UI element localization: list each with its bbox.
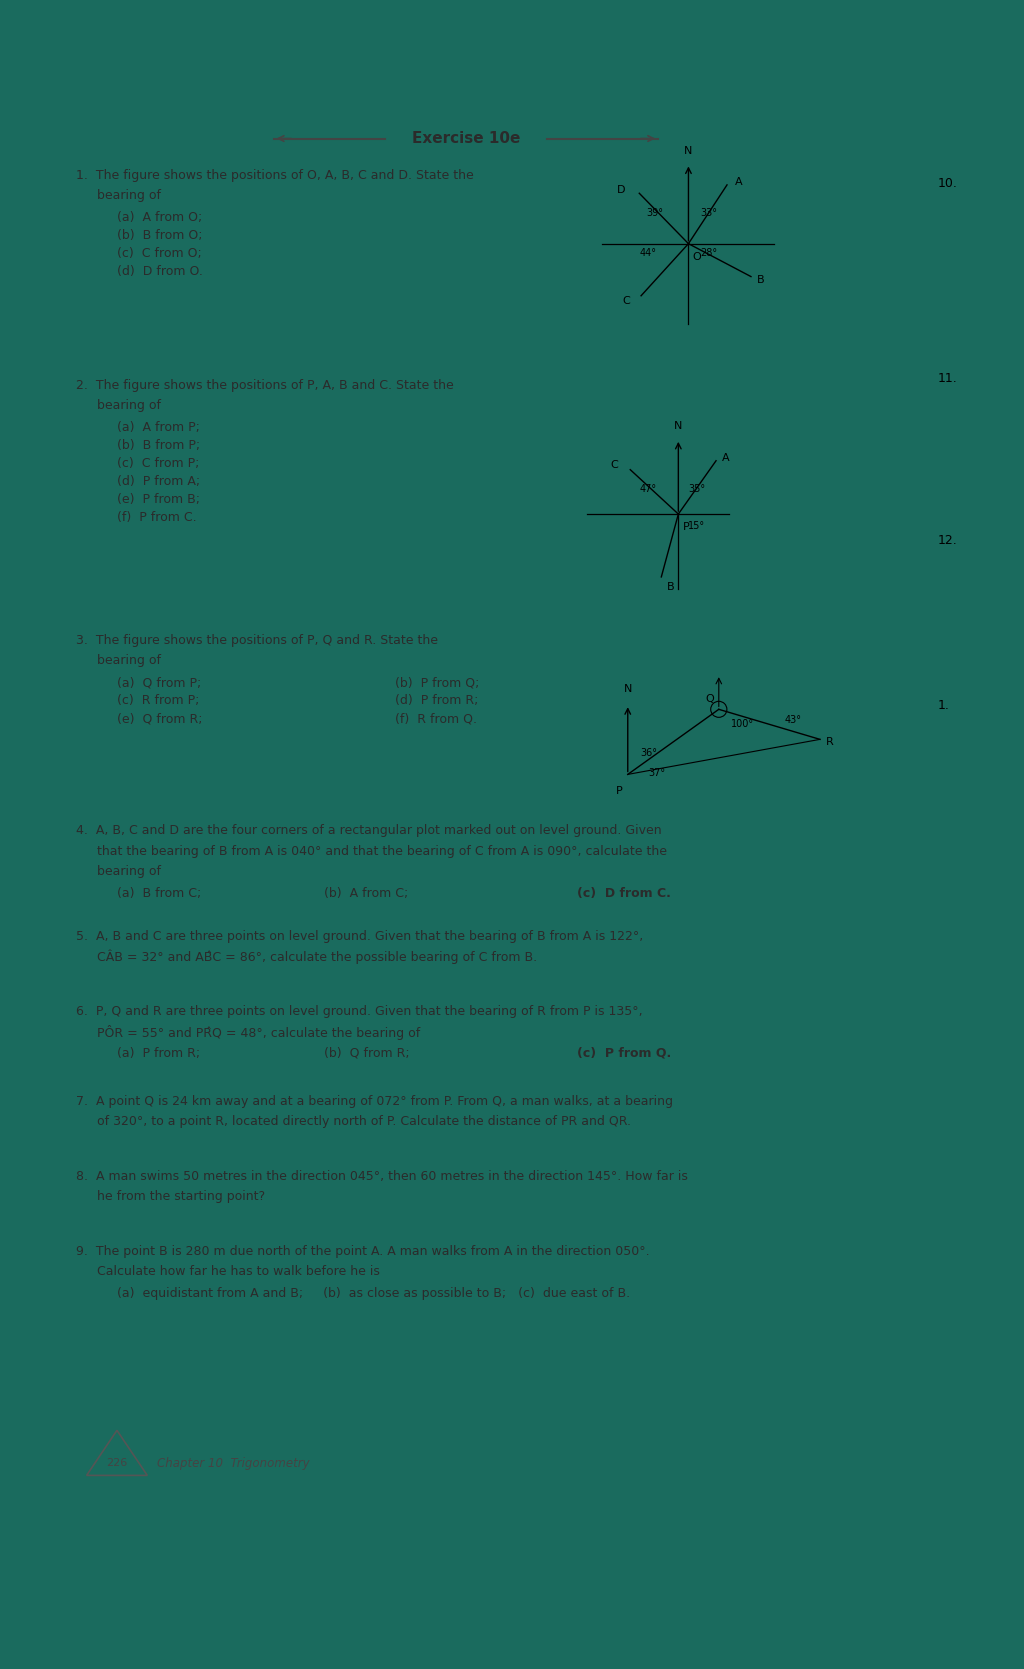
Text: 39°: 39° xyxy=(646,207,663,217)
Text: 5.  A, B and C are three points on level ground. Given that the bearing of B fro: 5. A, B and C are three points on level … xyxy=(77,930,644,943)
Text: (c)  C from P;: (c) C from P; xyxy=(117,457,200,471)
Text: (b)  Q from R;: (b) Q from R; xyxy=(325,1046,410,1060)
Text: 44°: 44° xyxy=(640,247,657,257)
Text: 33°: 33° xyxy=(700,207,718,217)
Text: Q: Q xyxy=(705,694,714,704)
Text: N: N xyxy=(684,145,692,155)
Text: (a)  B from C;: (a) B from C; xyxy=(117,886,201,900)
Text: bearing of: bearing of xyxy=(96,399,161,412)
Text: P: P xyxy=(616,786,623,796)
Text: (b)  P from Q;: (b) P from Q; xyxy=(395,676,479,689)
Text: N: N xyxy=(624,684,632,694)
Text: 6.  P, Q and R are three points on level ground. Given that the bearing of R fro: 6. P, Q and R are three points on level … xyxy=(77,1005,643,1018)
Text: he from the starting point?: he from the starting point? xyxy=(96,1190,265,1203)
Text: O: O xyxy=(692,252,701,262)
Text: (c)  C from O;: (c) C from O; xyxy=(117,247,202,260)
Text: C: C xyxy=(623,295,631,305)
Text: (e)  P from B;: (e) P from B; xyxy=(117,492,200,506)
Text: CÂB = 32° and AB̂C = 86°, calculate the possible bearing of C from B.: CÂB = 32° and AB̂C = 86°, calculate the … xyxy=(96,950,537,965)
Text: 28°: 28° xyxy=(700,247,718,257)
Text: (f)  P from C.: (f) P from C. xyxy=(117,511,197,524)
Text: (f)  R from Q.: (f) R from Q. xyxy=(395,713,477,726)
Text: 9.  The point B is 280 m due north of the point A. A man walks from A in the dir: 9. The point B is 280 m due north of the… xyxy=(77,1245,650,1258)
Text: Exercise 10e: Exercise 10e xyxy=(412,132,520,145)
Text: (a)  P from R;: (a) P from R; xyxy=(117,1046,200,1060)
Text: (b)  B from P;: (b) B from P; xyxy=(117,439,200,452)
Text: R: R xyxy=(826,738,834,748)
Text: (d)  D from O.: (d) D from O. xyxy=(117,265,203,277)
Text: (e)  Q from R;: (e) Q from R; xyxy=(117,713,203,726)
Text: 36°: 36° xyxy=(640,748,657,758)
Text: (d)  P from R;: (d) P from R; xyxy=(395,694,478,708)
Text: B: B xyxy=(757,275,765,285)
Text: bearing of: bearing of xyxy=(96,189,161,202)
Text: 12.: 12. xyxy=(938,534,957,547)
Text: 1.  The figure shows the positions of O, A, B, C and D. State the: 1. The figure shows the positions of O, … xyxy=(77,169,474,182)
Text: (b)  B from O;: (b) B from O; xyxy=(117,229,203,242)
Text: 11.: 11. xyxy=(938,372,957,386)
Text: of 320°, to a point R, located directly north of P. Calculate the distance of PR: of 320°, to a point R, located directly … xyxy=(96,1115,631,1128)
Text: that the bearing of B from A is 040° and that the bearing of C from A is 090°, c: that the bearing of B from A is 040° and… xyxy=(96,845,667,858)
Text: 4.  A, B, C and D are the four corners of a rectangular plot marked out on level: 4. A, B, C and D are the four corners of… xyxy=(77,824,663,838)
Text: 226: 226 xyxy=(106,1459,128,1469)
Text: B: B xyxy=(667,582,674,592)
Text: 2.  The figure shows the positions of P, A, B and C. State the: 2. The figure shows the positions of P, … xyxy=(77,379,455,392)
Text: A: A xyxy=(735,177,742,187)
Text: P: P xyxy=(682,522,689,532)
Text: (d)  P from A;: (d) P from A; xyxy=(117,476,200,487)
Text: (c)  R from P;: (c) R from P; xyxy=(117,694,200,708)
Text: D: D xyxy=(617,185,626,195)
Text: 8.  A man swims 50 metres in the direction 045°, then 60 metres in the direction: 8. A man swims 50 metres in the directio… xyxy=(77,1170,688,1183)
Text: 43°: 43° xyxy=(784,716,802,726)
Text: Calculate how far he has to walk before he is: Calculate how far he has to walk before … xyxy=(96,1265,380,1278)
Text: (b)  A from C;: (b) A from C; xyxy=(325,886,409,900)
Text: 35°: 35° xyxy=(688,484,706,494)
Text: 37°: 37° xyxy=(648,768,666,778)
Text: 47°: 47° xyxy=(640,484,657,494)
Text: 1.: 1. xyxy=(938,699,950,713)
Text: PÔR = 55° and PR̂Q = 48°, calculate the bearing of: PÔR = 55° and PR̂Q = 48°, calculate the … xyxy=(96,1025,420,1040)
Text: bearing of: bearing of xyxy=(96,865,161,878)
Text: N: N xyxy=(674,421,683,431)
Text: 100°: 100° xyxy=(731,719,754,729)
Text: (a)  Q from P;: (a) Q from P; xyxy=(117,676,201,689)
Text: (a)  A from P;: (a) A from P; xyxy=(117,421,200,434)
Text: (a)  A from O;: (a) A from O; xyxy=(117,210,202,224)
Text: (c)  D from C.: (c) D from C. xyxy=(578,886,671,900)
Text: Chapter 10  Trigonometry: Chapter 10 Trigonometry xyxy=(158,1457,310,1470)
Text: 15°: 15° xyxy=(688,521,706,531)
Text: (a)  equidistant from A and B;     (b)  as close as possible to B;   (c)  due ea: (a) equidistant from A and B; (b) as clo… xyxy=(117,1287,630,1300)
Text: 10.: 10. xyxy=(938,177,957,190)
Text: 3.  The figure shows the positions of P, Q and R. State the: 3. The figure shows the positions of P, … xyxy=(77,634,438,648)
Text: (c)  P from Q.: (c) P from Q. xyxy=(578,1046,672,1060)
Text: 7.  A point Q is 24 km away and at a bearing of 072° from P. From Q, a man walks: 7. A point Q is 24 km away and at a bear… xyxy=(77,1095,674,1108)
Text: A: A xyxy=(722,452,730,462)
Text: bearing of: bearing of xyxy=(96,654,161,668)
Text: C: C xyxy=(610,459,617,469)
